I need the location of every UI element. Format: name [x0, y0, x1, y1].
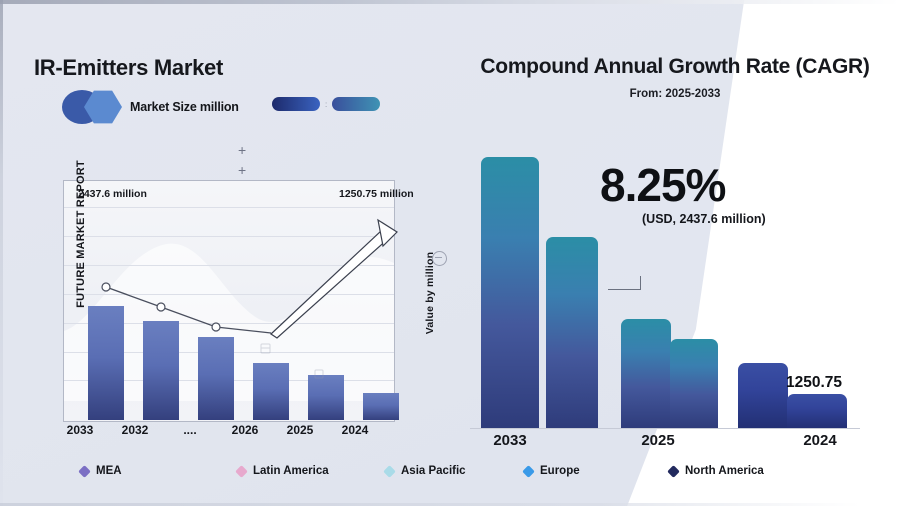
legend-item-asia-pacific[interactable]: Asia Pacific: [383, 464, 524, 478]
x-label-2024: 2024: [341, 423, 369, 437]
rbar-2024-secondary: [787, 394, 847, 429]
legend-label-asia-pacific: Asia Pacific: [401, 465, 466, 477]
legend-pill-separator: :: [325, 99, 328, 109]
legend-label-north-america: North America: [685, 465, 764, 477]
cagr-value: 8.25%: [600, 159, 726, 211]
rbar-2033-primary: [481, 157, 539, 429]
legend-label-mea: MEA: [96, 465, 122, 477]
circle-minus-icon: [432, 251, 447, 266]
right-x-label-2024: 2024: [803, 432, 837, 449]
cagr-note: (USD, 2437.6 million): [642, 212, 766, 226]
right-chart-baseline: [470, 428, 860, 429]
rbar-2033-secondary: [546, 237, 598, 429]
decorative-plus-marks: + +: [238, 142, 247, 178]
x-label-dots: ....: [183, 423, 197, 437]
legend-marker-asia-pacific: [383, 464, 396, 478]
legend: MEA Latin America Asia Pacific Europe No…: [78, 464, 764, 478]
panel-border-top: [0, 0, 900, 4]
legend-pill-row: :: [272, 97, 381, 111]
brand-row: Market Size million: [62, 88, 239, 126]
x-label-2033: 2033: [66, 423, 94, 437]
legend-item-mea[interactable]: MEA: [78, 464, 237, 478]
brand-label: Market Size million: [130, 100, 239, 114]
panel-border-bottom: [0, 503, 860, 506]
growth-arrow: [270, 218, 398, 339]
left-chart-value-start: 2437.6 million: [78, 188, 147, 200]
legend-pill-primary: [272, 97, 320, 111]
decorative-bracket: [608, 276, 641, 290]
legend-marker-latin-america: [235, 464, 248, 478]
panel-border-left: [0, 0, 3, 506]
rbar-2024-primary: [738, 363, 788, 429]
x-label-2032: 2032: [121, 423, 149, 437]
x-label-2026: 2026: [231, 423, 259, 437]
right-x-label-2033: 2033: [493, 432, 527, 449]
left-chart-value-end: 1250.75 million: [339, 188, 414, 200]
legend-item-europe[interactable]: Europe: [522, 464, 669, 478]
rbar-2025-secondary: [670, 339, 718, 429]
x-label-2025: 2025: [286, 423, 314, 437]
right-x-label-2025: 2025: [641, 432, 675, 449]
legend-item-north-america[interactable]: North America: [667, 464, 764, 478]
legend-label-europe: Europe: [540, 465, 580, 477]
left-chart-trend-line: [101, 218, 398, 379]
left-chart-right-axis-title: Value by million: [424, 251, 436, 335]
left-page-title: IR-Emitters Market: [34, 55, 223, 80]
right-page-subtitle: From: 2025-2033: [629, 88, 721, 100]
legend-marker-mea: [78, 464, 91, 478]
overlapping-hexagon-logo-icon: [62, 88, 124, 126]
legend-label-latin-america: Latin America: [253, 465, 329, 477]
legend-marker-europe: [522, 464, 535, 478]
right-chart-data-label: 1250.75: [786, 374, 843, 391]
legend-marker-north-america: [667, 464, 680, 478]
right-page-title: Compound Annual Growth Rate (CAGR): [480, 55, 870, 78]
right-cagr-chart: [470, 150, 870, 429]
legend-item-latin-america[interactable]: Latin America: [235, 464, 385, 478]
legend-pill-secondary: [332, 97, 381, 111]
rbar-2025-primary: [621, 319, 671, 429]
